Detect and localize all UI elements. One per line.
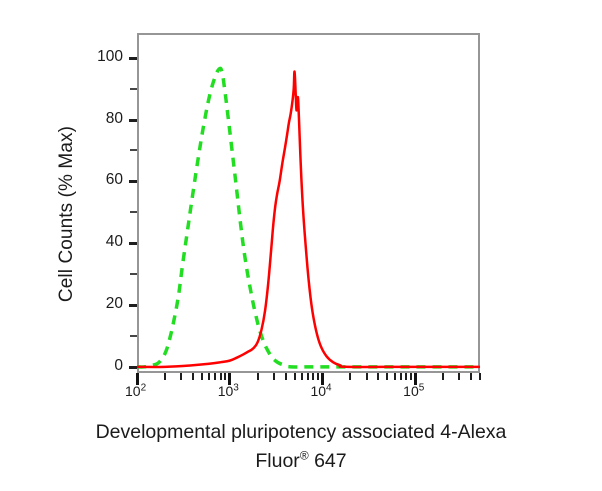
x-tick-major [228, 373, 232, 385]
plot-area [137, 33, 480, 373]
x-tick-label: 102 [125, 383, 146, 399]
x-tick-minor [405, 373, 408, 380]
y-tick-label-wrap: 20 [85, 295, 123, 312]
histogram-trace [137, 70, 480, 369]
y-tick-label-wrap: 100 [85, 47, 123, 65]
x-tick-exponent: 4 [326, 382, 332, 394]
y-tick-major [129, 56, 139, 60]
x-tick-mantissa: 10 [310, 383, 327, 399]
x-tick-label: 104 [310, 383, 331, 399]
x-tick-major [320, 373, 324, 385]
y-tick-label-wrap: 40 [85, 233, 123, 251]
y-tick-major [129, 180, 139, 184]
x-tick-mantissa: 10 [403, 383, 419, 399]
y-tick-label: 40 [105, 233, 123, 251]
x-tick-major [135, 373, 139, 385]
x-tick-exponent: 3 [233, 382, 239, 394]
x-tick-minor [470, 373, 472, 380]
x-tick-minor [377, 373, 380, 380]
y-tick-major [129, 365, 139, 369]
x-tick-minor [365, 373, 368, 380]
y-tick-minor [130, 273, 137, 276]
x-tick-minor [409, 373, 412, 380]
x-tick-minor [200, 373, 203, 380]
x-tick-minor [317, 373, 320, 380]
plot-frame [137, 33, 480, 373]
y-tick-label-wrap: 80 [85, 109, 123, 127]
y-tick-label: 20 [105, 295, 123, 312]
x-tick-minor [307, 373, 310, 380]
x-tick-label: 105 [403, 383, 424, 399]
y-tick-major [129, 304, 139, 307]
x-tick-minor [300, 373, 303, 380]
histogram-trace [137, 66, 480, 369]
y-tick-minor [130, 87, 137, 90]
x-tick-minor [399, 373, 402, 380]
x-tick-minor [180, 373, 183, 380]
y-tick-major [129, 118, 139, 122]
x-tick-exponent: 5 [418, 382, 425, 394]
x-tick-minor [256, 373, 259, 380]
x-tick-minor [442, 373, 445, 380]
y-tick-label-wrap: 0 [85, 356, 123, 374]
x-tick-label: 103 [218, 383, 239, 399]
x-tick-minor [293, 373, 296, 380]
x-tick-mantissa: 10 [125, 383, 141, 399]
x-tick-exponent: 2 [140, 382, 147, 394]
x-tick-minor [284, 373, 287, 380]
y-axis-title: Cell Counts (% Max) [56, 125, 77, 303]
y-tick-label: 60 [105, 171, 123, 189]
x-tick-minor [208, 373, 211, 380]
histogram-curves [137, 66, 480, 369]
y-tick-minor [130, 149, 137, 152]
y-tick-minor [130, 334, 137, 337]
figure-caption: Developmental pluripotency associated 4-… [20, 418, 582, 476]
x-tick-minor [191, 373, 194, 380]
x-tick-minor [312, 373, 315, 380]
x-tick-minor [479, 373, 481, 380]
x-tick-minor [214, 373, 217, 380]
y-tick-label: 0 [114, 356, 123, 374]
x-tick-minor [163, 373, 166, 380]
x-tick-minor [224, 373, 227, 380]
x-tick-minor [386, 373, 389, 380]
y-tick-label: 100 [97, 47, 123, 65]
x-tick-minor [458, 373, 461, 380]
y-tick-label: 80 [105, 109, 123, 127]
x-tick-minor [272, 373, 275, 380]
registered-mark: ® [299, 448, 309, 463]
y-tick-label-wrap: 60 [85, 171, 123, 189]
caption-wavelength: 647 [308, 450, 347, 472]
x-tick-minor [349, 373, 352, 380]
y-tick-minor [130, 211, 137, 214]
x-tick-mantissa: 10 [217, 383, 234, 399]
x-tick-minor [393, 373, 396, 380]
caption-line-1: Developmental pluripotency associated 4-… [95, 421, 507, 443]
x-tick-major [413, 373, 417, 385]
y-tick-major [129, 242, 139, 246]
caption-fluor-text: Fluor [255, 450, 300, 472]
x-tick-minor [219, 373, 222, 380]
caption-line-2: Fluor® 647 [255, 448, 347, 473]
